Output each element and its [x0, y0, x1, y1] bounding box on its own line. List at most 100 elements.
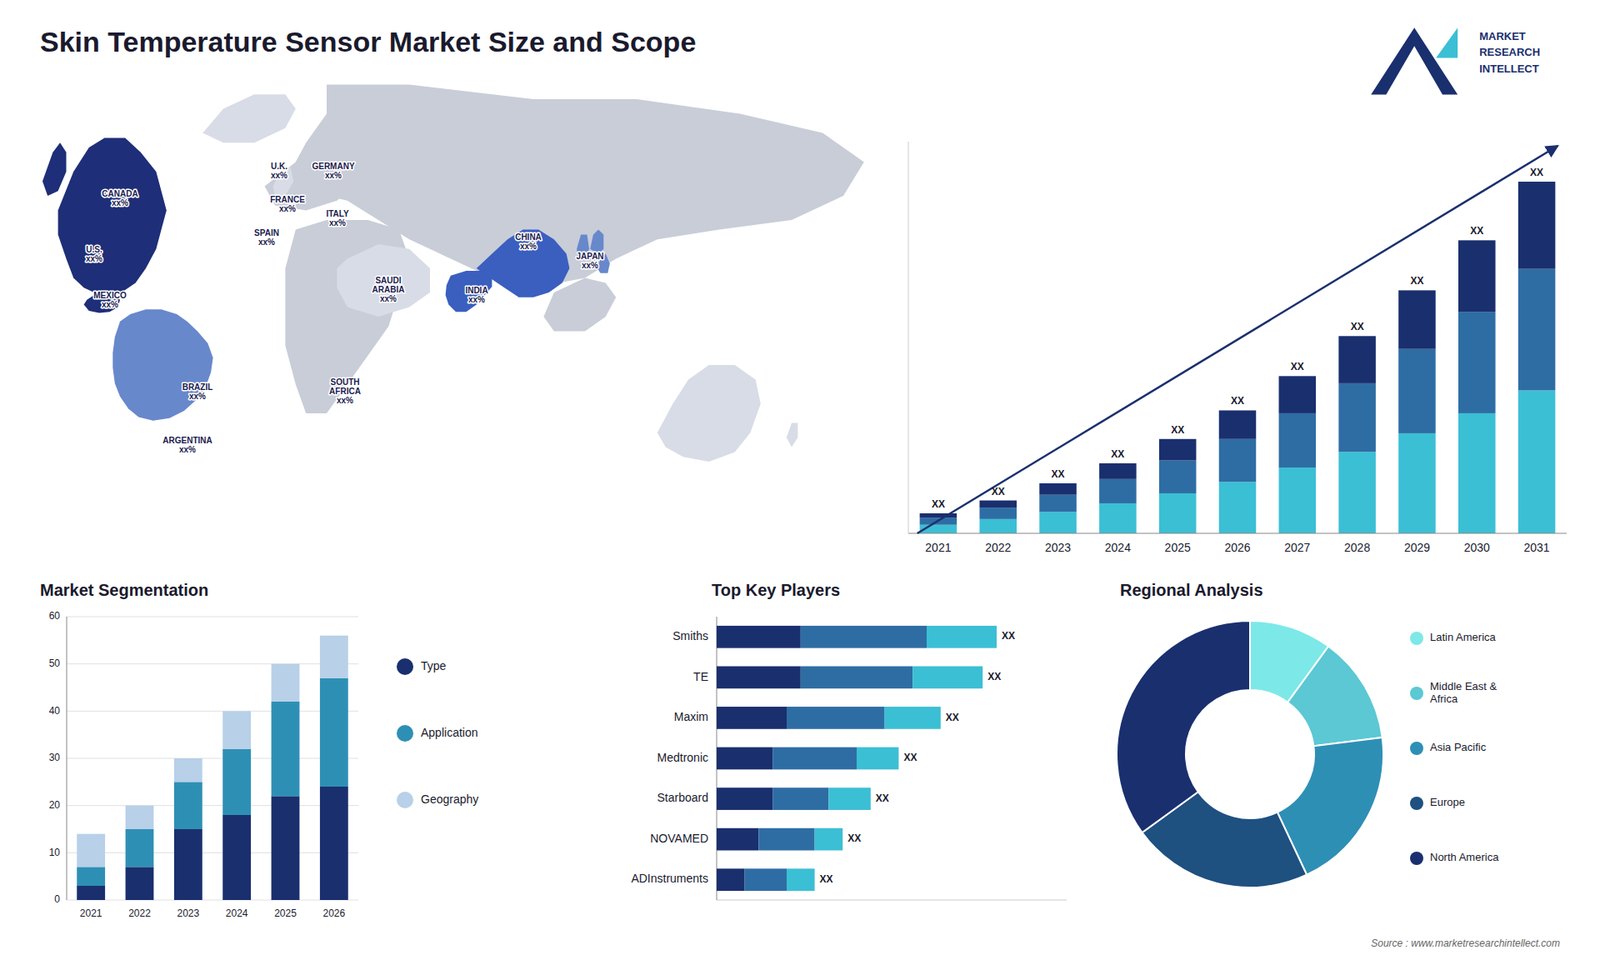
bar-annotation: XX	[875, 792, 890, 805]
page: Skin Temperature Sensor Market Size and …	[0, 0, 1600, 955]
key-players-chart: SmithsTEMaximMedtronicStarboardNOVAMEDAD…	[630, 616, 1067, 900]
bar-segment	[1039, 511, 1077, 534]
bars	[716, 625, 997, 891]
source-text: Source : www.marketresearchintellect.com	[1370, 937, 1560, 950]
text-line: xx%	[179, 444, 196, 454]
bar-segment	[1039, 495, 1077, 513]
x-tick-label: 2030	[1464, 540, 1490, 555]
land-shape	[657, 365, 761, 462]
grid-line	[66, 852, 359, 854]
y-tick-label: 50	[49, 657, 61, 670]
x-tick-label: 2025	[274, 907, 297, 920]
x-tick-label: 2022	[985, 540, 1011, 555]
legend: Latin AmericaMiddle East &AfricaAsia Pac…	[1410, 630, 1500, 865]
bar-segment	[1518, 269, 1556, 391]
text-line: SOUTH	[330, 377, 360, 387]
land-shape	[112, 309, 213, 420]
text-line: JAPAN	[575, 250, 604, 260]
bar-segment	[271, 664, 300, 702]
bar-segment	[979, 519, 1017, 534]
bar-segment	[1039, 483, 1077, 495]
bar-segment	[1338, 451, 1376, 534]
bar-segment	[758, 828, 815, 851]
x-tick-label: 2021	[925, 540, 951, 555]
bar-annotation: XX	[1410, 275, 1424, 287]
legend-swatch	[1410, 851, 1424, 865]
bar-segment	[1398, 433, 1436, 534]
bar-annotation: XX	[820, 873, 834, 885]
bar-segment	[76, 866, 105, 886]
top-bar-chart: 2021202220232024202520262027202820292030…	[908, 141, 1567, 555]
map-label: ARGENTINAxx%	[162, 435, 212, 454]
bar-segment	[1099, 503, 1137, 534]
chart-title: Market Segmentation	[40, 580, 209, 600]
text-line: xx%	[270, 170, 288, 180]
x-tick-label: 2027	[1284, 540, 1310, 555]
bar-segment	[716, 868, 745, 891]
text-line: U.S.	[85, 244, 103, 254]
y-tick-label: Maxim	[674, 710, 709, 724]
land-shape	[42, 142, 67, 196]
logo-accent	[1435, 27, 1458, 58]
bar-annotation: XX	[1230, 395, 1245, 407]
text-line: xx%	[468, 294, 485, 304]
donut-slice	[1287, 646, 1382, 747]
bar-segment	[320, 786, 349, 900]
legend-swatch	[1410, 686, 1424, 700]
map-label: CHINAxx%	[515, 231, 542, 250]
grid-line	[66, 710, 359, 712]
legend-swatch	[1410, 796, 1424, 810]
bar-segment	[1159, 493, 1197, 534]
bar-segment	[320, 635, 349, 679]
y-tick-label: Smiths	[672, 629, 709, 643]
chart-title: Regional Analysis	[1120, 580, 1264, 600]
legend-swatch	[1410, 741, 1424, 755]
grid-line	[66, 758, 359, 760]
bar-segment	[745, 868, 787, 891]
text-line: ARABIA	[372, 285, 405, 295]
text-line: xx%	[279, 203, 296, 213]
legend-label: Middle East &Africa	[1430, 680, 1498, 705]
bar-segment	[1458, 240, 1496, 312]
land-shape	[445, 270, 493, 312]
x-tick-label: 2024	[225, 907, 249, 920]
growth-arrow	[917, 145, 1558, 534]
map-label: BRAZILxx%	[182, 381, 214, 400]
text-line: xx%	[85, 253, 103, 263]
bar-segment	[1338, 335, 1376, 384]
bar-segment	[716, 787, 773, 810]
bar-segment	[716, 706, 787, 730]
bar-annotation: XX	[991, 485, 1005, 498]
map-label: CANADAxx%	[101, 188, 138, 207]
land-shape	[336, 244, 430, 317]
land-shape	[265, 152, 359, 211]
y-tick-label: ADInstruments	[630, 871, 709, 885]
land-shape	[202, 94, 296, 143]
page-title: Skin Temperature Sensor Market Size and …	[40, 25, 696, 58]
bar-segment	[1219, 481, 1257, 534]
bar-segment	[926, 625, 997, 649]
bar-segment	[800, 666, 913, 690]
legend-label: Geography	[420, 792, 479, 806]
text-line: BRAZIL	[182, 381, 214, 391]
text-line: MEXICO	[93, 290, 127, 300]
y-tick-label: 0	[54, 893, 60, 905]
grid-line	[66, 663, 359, 665]
y-tick-label: 30	[49, 751, 61, 764]
text-line: ARGENTINA	[162, 435, 212, 445]
x-tick-label: 2024	[1105, 540, 1131, 555]
bar-segment	[979, 507, 1017, 520]
legend: TypeApplicationGeography	[396, 658, 479, 809]
text-line: AFRICA	[329, 386, 361, 396]
bar-segment	[979, 500, 1017, 509]
y-axis-line	[66, 616, 68, 900]
bar-segment	[716, 828, 759, 851]
chart-title: Top Key Players	[711, 580, 840, 600]
text-line: ITALY	[325, 208, 350, 218]
bar-segment	[1338, 383, 1376, 452]
x-tick-label: 2023	[1045, 540, 1071, 555]
regional-donut: Latin AmericaMiddle East &AfricaAsia Pac…	[1116, 620, 1500, 888]
x-tick-label: 2022	[128, 907, 151, 920]
logo-text: RESEARCH	[1479, 45, 1540, 59]
bar-annotation: XX	[1470, 225, 1484, 237]
